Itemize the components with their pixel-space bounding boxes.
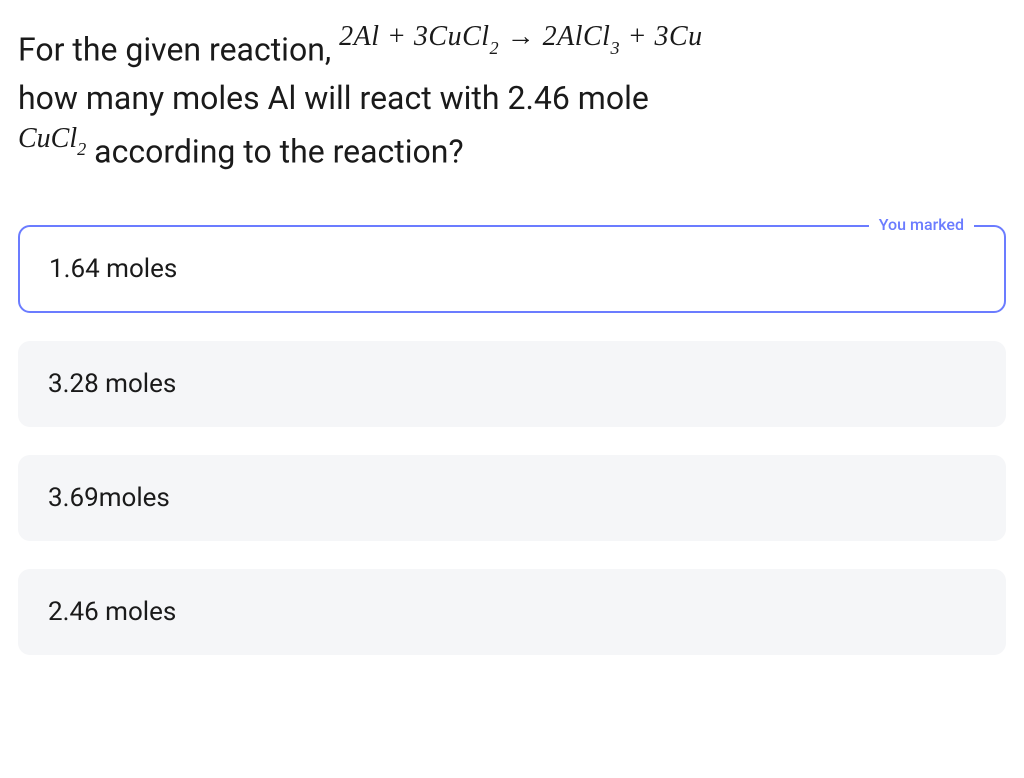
options-container: You marked 1.64 moles 3.28 moles 3.69mol… [18, 225, 1006, 655]
you-marked-badge: You marked [869, 215, 974, 234]
question-line2: how many moles Al will react with 2.46 m… [18, 79, 649, 117]
inline-formula: CuCl2 [18, 123, 86, 154]
answer-option-2[interactable]: 3.28 moles [18, 341, 1006, 427]
question-text: For the given reaction, 2Al + 3CuCl2 → 2… [18, 20, 1006, 175]
answer-option-4[interactable]: 2.46 moles [18, 569, 1006, 655]
option-text: 2.46 moles [48, 597, 176, 627]
option-text: 3.28 moles [48, 369, 176, 399]
answer-option-3[interactable]: 3.69moles [18, 455, 1006, 541]
option-text: 1.64 moles [49, 254, 177, 284]
option-text: 3.69moles [48, 483, 170, 513]
answer-option-1[interactable]: You marked 1.64 moles [18, 225, 1006, 313]
reaction-equation: 2Al + 3CuCl2 → 2AlCl3 + 3Cu [339, 21, 703, 52]
question-line1-pre: For the given reaction, [18, 31, 339, 69]
question-line3-post: according to the reaction? [86, 132, 463, 170]
